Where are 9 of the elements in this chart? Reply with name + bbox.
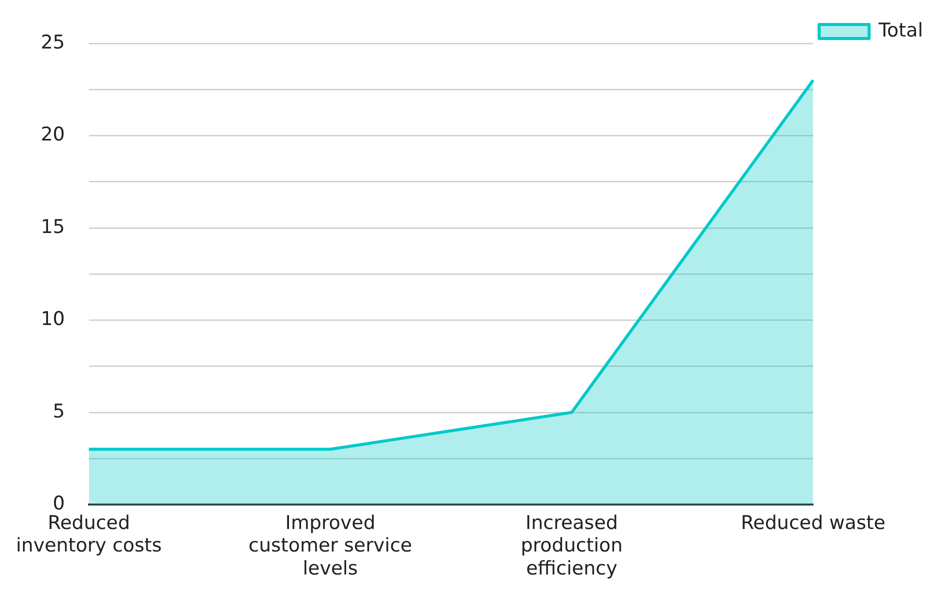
y-tick-label: 5 [52, 400, 65, 422]
y-tick-label: 10 [40, 308, 65, 330]
x-tick-label: Improved customer service levels [248, 512, 412, 580]
x-tick-label: Reduced waste [740, 512, 886, 534]
y-tick-label: 15 [40, 216, 65, 238]
y-tick-label: 20 [40, 124, 65, 146]
y-tick-label: 25 [40, 31, 65, 54]
legend-label: Total [878, 19, 923, 42]
x-tick-label: Increased production efficiency [520, 512, 623, 580]
